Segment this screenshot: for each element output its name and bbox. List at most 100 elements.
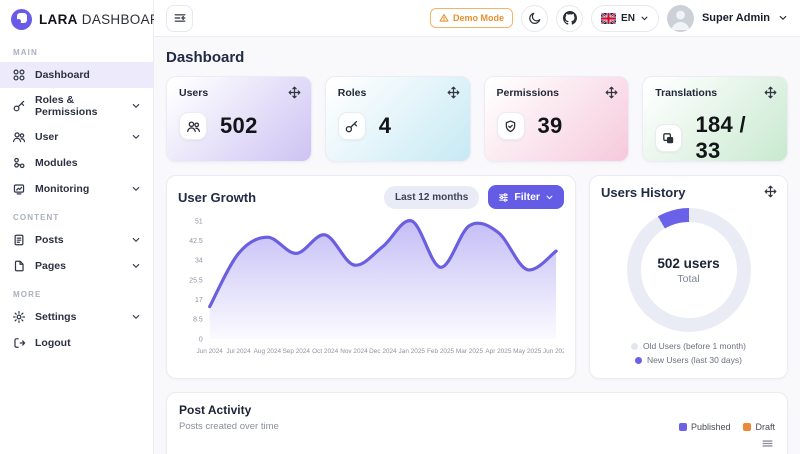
- nav-item-label: Monitoring: [35, 183, 90, 195]
- github-button[interactable]: [556, 4, 584, 32]
- brand-name-bold: LARA: [39, 11, 78, 27]
- sidebar-item-settings[interactable]: Settings: [0, 304, 153, 330]
- move-icon[interactable]: [288, 86, 301, 99]
- users-history-title: Users History: [601, 185, 686, 200]
- sliders-icon: [498, 192, 509, 203]
- donut-legend-item[interactable]: Old Users (before 1 month): [631, 341, 746, 351]
- stats-row: Users 502 Roles 4 Permissions 39 Translations 1…: [166, 76, 788, 163]
- chart-menu-icon[interactable]: [761, 437, 774, 450]
- user-growth-title: User Growth: [178, 189, 257, 205]
- x-axis-label: Jun 2024: [196, 348, 223, 355]
- brand-name: LARA DASHBOARD: [39, 12, 170, 27]
- stat-card-permissions: Permissions 39: [483, 76, 630, 162]
- language-dropdown[interactable]: EN: [591, 4, 659, 32]
- y-axis-tick: 25.5: [189, 277, 203, 284]
- post-activity-card: Post Activity Posts created over time Pu…: [166, 392, 788, 454]
- pages-icon: [12, 259, 26, 273]
- topbar: Demo Mode EN Super Admin: [154, 0, 800, 37]
- users-icon: [12, 130, 26, 144]
- stat-label: Permissions: [496, 87, 559, 99]
- user-menu-chevron-icon[interactable]: [778, 13, 788, 23]
- sidebar-item-roles-permissions[interactable]: Roles & Permissions: [0, 88, 153, 124]
- chevron-down-icon: [545, 193, 554, 202]
- x-axis-label: Oct 2024: [312, 348, 338, 355]
- filter-button[interactable]: Filter: [488, 185, 564, 209]
- x-axis-label: Feb 2025: [427, 348, 455, 355]
- x-axis-label: Jun 2025: [543, 348, 564, 355]
- stat-icon-chip: [337, 112, 366, 140]
- y-axis-tick: 0: [199, 336, 203, 343]
- stat-value: 502: [220, 113, 258, 138]
- move-icon[interactable]: [764, 86, 777, 99]
- brand-name-light: DASHBOARD: [81, 11, 170, 27]
- nav-section-label-main: MAIN: [13, 48, 38, 57]
- nav-item-label: Dashboard: [35, 69, 90, 81]
- stat-card-roles: Roles 4: [324, 76, 471, 162]
- nav-item-label: Roles & Permissions: [35, 94, 98, 118]
- chevron-down-icon: [131, 235, 141, 245]
- x-axis-label: Dec 2024: [369, 348, 397, 355]
- users-icon: [186, 119, 201, 134]
- chevron-down-icon: [131, 132, 141, 142]
- user-growth-chart[interactable]: 51 42.5 34 25.5 17 8.5 0 Jun 2024 Jul 2024 Aug 20…: [178, 213, 569, 371]
- nav-item-label: Settings: [35, 311, 77, 323]
- sidebar-item-posts[interactable]: Posts: [0, 227, 153, 253]
- users-history-donut[interactable]: 502 users Total: [626, 208, 751, 332]
- stat-card-users: Users 502: [166, 76, 312, 162]
- sidebar: LARA DASHBOARD MAIN Dashboard Roles & Perm…: [0, 0, 170, 454]
- page-title: Dashboard: [166, 49, 245, 66]
- sidebar-item-logout[interactable]: Logout: [0, 330, 153, 356]
- brand-logo-icon: [11, 8, 32, 30]
- move-icon[interactable]: [447, 86, 460, 99]
- post-legend-item-published[interactable]: Published: [678, 422, 731, 432]
- sidebar-item-monitoring[interactable]: Monitoring: [0, 176, 153, 202]
- warning-icon: [439, 13, 449, 23]
- legend-dot: [631, 342, 638, 350]
- monitoring-icon: [12, 182, 26, 196]
- stat-label: Users: [179, 87, 209, 99]
- post-activity-subtitle: Posts created over time: [179, 421, 279, 432]
- donut-legend-item[interactable]: New Users (last 30 days): [635, 355, 742, 365]
- stat-label: Translations: [655, 87, 718, 99]
- nav-item-label: Posts: [35, 234, 64, 246]
- donut-total-label: Total: [677, 272, 700, 285]
- chevron-down-icon: [640, 14, 649, 23]
- dark-mode-button[interactable]: [521, 4, 549, 32]
- brand-logo[interactable]: LARA DASHBOARD: [0, 0, 170, 37]
- range-selector-button[interactable]: Last 12 months: [383, 185, 480, 209]
- user-name: Super Admin: [701, 12, 770, 24]
- sidebar-item-user[interactable]: User: [0, 124, 153, 150]
- stat-icon-chip: [496, 112, 525, 140]
- y-axis-tick: 34: [195, 258, 203, 265]
- donut-total-value: 502 users: [657, 255, 720, 271]
- x-axis-label: Aug 2024: [254, 348, 282, 355]
- post-activity-legend: Published Draft: [678, 422, 775, 432]
- stat-value: 39: [537, 113, 563, 138]
- main-content: Dashboard Users 502 Roles 4 Permissions 39 Tra…: [154, 37, 800, 454]
- y-axis-tick: 17: [195, 297, 203, 304]
- sidebar-collapse-button[interactable]: [166, 4, 193, 32]
- charts-row: User Growth Last 12 months Filter 51 42.5…: [166, 175, 788, 379]
- users-history-card: Users History 502 users Total Old Users …: [589, 175, 788, 379]
- legend-square: [678, 423, 687, 431]
- legend-label: New Users (last 30 days): [647, 355, 742, 365]
- move-icon[interactable]: [605, 86, 618, 99]
- stat-value: 184 / 33: [695, 112, 746, 163]
- sidebar-item-modules[interactable]: Modules: [0, 150, 153, 176]
- posts-icon: [12, 233, 26, 247]
- avatar[interactable]: [666, 4, 694, 32]
- legend-square: [743, 423, 752, 431]
- stat-icon-chip: [655, 124, 683, 152]
- logout-icon: [12, 336, 26, 350]
- topbar-right: Demo Mode EN Super Admin: [430, 4, 788, 32]
- post-legend-item-draft[interactable]: Draft: [743, 422, 775, 432]
- move-icon[interactable]: [764, 185, 777, 198]
- modules-icon: [12, 156, 26, 170]
- shield-check-icon: [503, 119, 518, 134]
- sidebar-collapse-icon: [173, 11, 187, 25]
- legend-label: Published: [690, 422, 731, 432]
- sidebar-item-pages[interactable]: Pages: [0, 253, 153, 279]
- x-axis-label: Mar 2025: [456, 348, 484, 355]
- sidebar-nav: MAIN Dashboard Roles & Permissions User Modu…: [0, 37, 153, 356]
- sidebar-item-dashboard[interactable]: Dashboard: [0, 62, 153, 88]
